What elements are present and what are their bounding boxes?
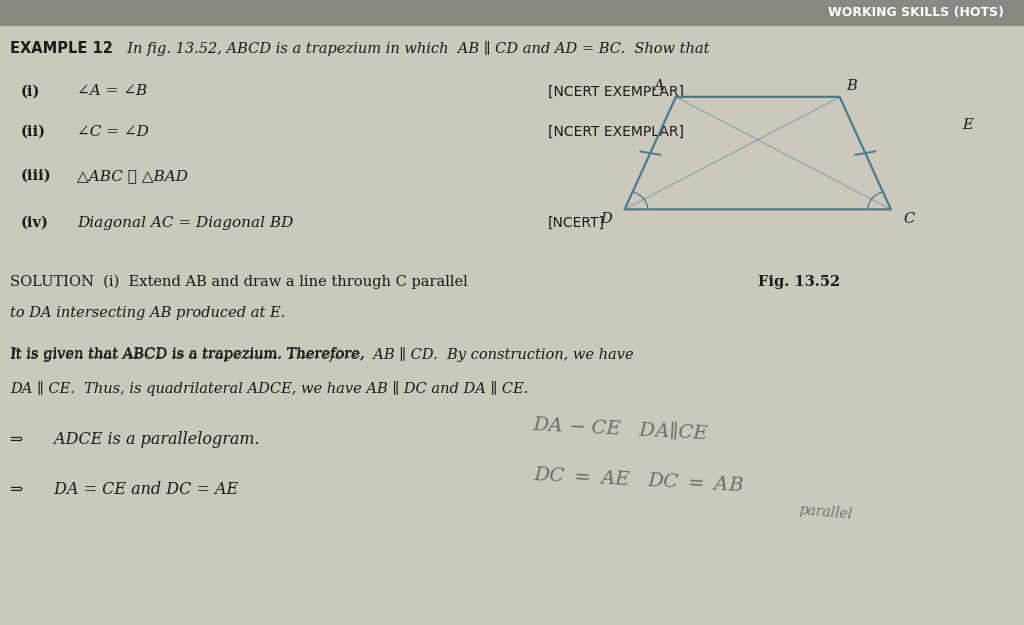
Text: [NCERT EXEMPLAR]: [NCERT EXEMPLAR] [548,125,684,139]
Bar [0,0,1024,25]
Text: ∠C = ∠D: ∠C = ∠D [77,125,148,139]
Text: WORKING SKILLS (HOTS): WORKING SKILLS (HOTS) [827,6,1004,19]
Text: It is given that ABCD is a trapezium. Therefore,: It is given that ABCD is a trapezium. Th… [10,347,370,361]
Text: to DA intersecting AB produced at E.: to DA intersecting AB produced at E. [10,306,286,320]
Text: ∠A = ∠B: ∠A = ∠B [77,84,147,98]
Text: DA $-$ CE   DA∥CE: DA $-$ CE DA∥CE [532,412,710,444]
Text: DA ∥ CE.  Thus, is quadrilateral ADCE, we have AB ∥ DC and DA ∥ CE.: DA ∥ CE. Thus, is quadrilateral ADCE, we… [10,381,528,396]
Text: B: B [846,79,856,93]
Text: A: A [653,79,664,93]
Text: C: C [903,212,914,226]
Text: (i): (i) [20,84,40,98]
Text: △ABC ≅ △BAD: △ABC ≅ △BAD [77,169,187,182]
Text: parallel: parallel [799,503,853,522]
Text: Diagonal AC = Diagonal BD: Diagonal AC = Diagonal BD [77,216,293,229]
Text: ⇒      ADCE is a parallelogram.: ⇒ ADCE is a parallelogram. [10,431,260,448]
Text: Fig. 13.52: Fig. 13.52 [758,275,840,289]
Text: It is given that ABCD is a trapezium. Therefore,  AB ∥ CD.  By construction, we : It is given that ABCD is a trapezium. Th… [10,347,634,362]
Text: [NCERT]: [NCERT] [548,216,605,229]
Text: (iii): (iii) [20,169,51,182]
Text: (iv): (iv) [20,216,48,229]
Text: DC $=$ AE   DC $=$ AB: DC $=$ AE DC $=$ AB [532,466,743,494]
Text: ⇒      DA = CE and DC = AE: ⇒ DA = CE and DC = AE [10,481,239,498]
Text: (ii): (ii) [20,125,45,139]
Text: E: E [963,118,973,132]
Text: [NCERT EXEMPLAR]: [NCERT EXEMPLAR] [548,84,684,98]
Text: D: D [601,212,612,226]
Text: EXAMPLE 12: EXAMPLE 12 [10,41,113,56]
Text: In fig. 13.52, ABCD is a trapezium in which  AB ∥ CD and AD = BC.  Show that: In fig. 13.52, ABCD is a trapezium in wh… [118,41,710,56]
Text: SOLUTION  (i)  Extend AB and draw a line through C parallel: SOLUTION (i) Extend AB and draw a line t… [10,275,468,289]
